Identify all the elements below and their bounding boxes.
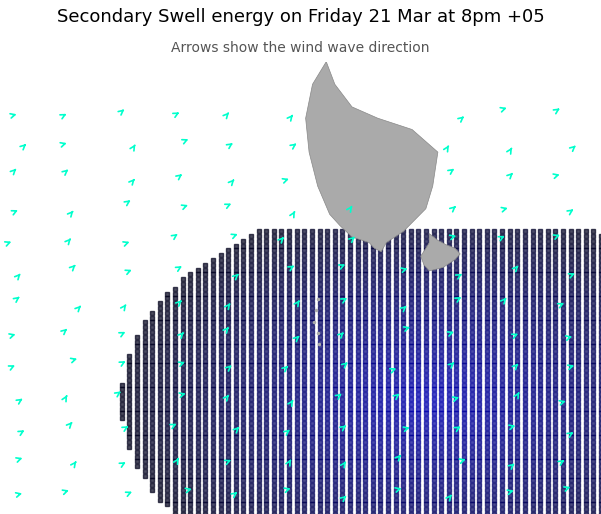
- Text: Secondary Swell energy on Friday 21 Mar at 8pm +05: Secondary Swell energy on Friday 21 Mar …: [56, 8, 545, 26]
- Polygon shape: [421, 233, 460, 271]
- Text: Arrows show the wind wave direction: Arrows show the wind wave direction: [171, 41, 430, 55]
- Polygon shape: [306, 62, 438, 252]
